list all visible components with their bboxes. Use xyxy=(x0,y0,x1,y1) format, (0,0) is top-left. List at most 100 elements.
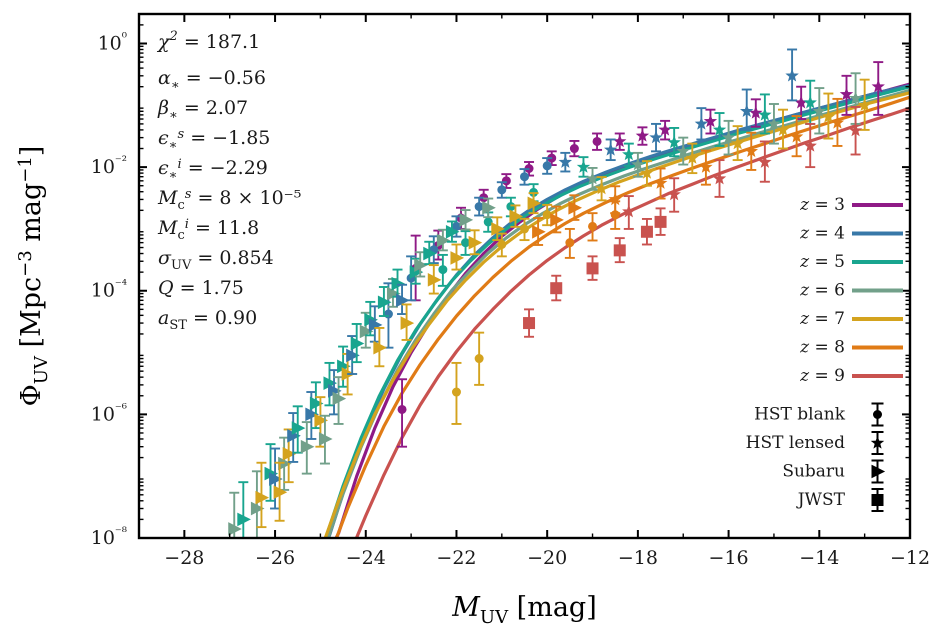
data-point-star xyxy=(622,195,636,230)
marker-star xyxy=(676,144,690,158)
data-point-circle xyxy=(496,181,507,199)
marker-circle xyxy=(592,136,602,146)
xtick-label: −24 xyxy=(346,547,386,569)
data-points-layer xyxy=(228,48,885,538)
data-point-triangle-right xyxy=(396,283,410,315)
data-point-star xyxy=(667,177,681,213)
marker-star xyxy=(712,171,727,185)
legend-label-triangle-right: Subaru xyxy=(782,462,845,482)
fit-param-Mc_s: Mcs = 8 × 10⁻⁵ xyxy=(157,187,301,213)
data-point-circle xyxy=(397,378,408,448)
marker-circle xyxy=(520,172,529,182)
data-point-triangle-right xyxy=(450,243,465,271)
data-point-star xyxy=(712,159,727,198)
marker-star xyxy=(603,142,618,156)
marker-circle xyxy=(542,161,552,171)
marker-star xyxy=(739,104,754,118)
data-point-triangle-right xyxy=(459,209,474,231)
legend-label-z5: z = 5 xyxy=(799,252,845,272)
marker-triangle-right xyxy=(400,316,415,330)
xtick-label: −12 xyxy=(890,547,930,569)
marker-square xyxy=(640,225,653,238)
marker-star xyxy=(857,98,872,112)
data-point-triangle-right xyxy=(377,286,392,317)
data-point-star xyxy=(739,88,754,131)
data-point-star xyxy=(667,127,681,158)
marker-star xyxy=(608,192,622,206)
marker-triangle-right xyxy=(445,224,460,239)
data-point-triangle-right xyxy=(427,264,442,295)
data-point-star xyxy=(612,132,627,151)
marker-triangle-right xyxy=(377,295,392,310)
marker-triangle-right xyxy=(273,485,288,500)
data-point-star xyxy=(839,74,854,116)
marker-star xyxy=(635,128,650,142)
marker-star xyxy=(622,204,636,218)
data-point-star xyxy=(830,97,845,147)
data-point-triangle-right xyxy=(273,461,288,522)
marker-circle xyxy=(565,238,575,248)
marker-triangle-right xyxy=(509,209,524,224)
marker-triangle-right xyxy=(568,200,583,215)
data-point-circle xyxy=(587,212,598,242)
data-point-star xyxy=(608,185,622,215)
marker-triangle-right xyxy=(396,293,410,308)
fit-param-a_ST: aST = 0.90 xyxy=(158,307,257,333)
marker-star xyxy=(631,157,645,171)
marker-circle xyxy=(438,265,448,275)
marker-triangle-right xyxy=(482,200,496,215)
marker-circle xyxy=(483,217,493,227)
marker-triangle-right xyxy=(237,512,251,527)
marker-star xyxy=(767,116,781,130)
marker-circle xyxy=(520,224,529,234)
data-point-star xyxy=(703,108,718,135)
data-point-star xyxy=(685,142,700,175)
data-point-square xyxy=(613,237,626,264)
data-point-circle xyxy=(569,140,580,158)
marker-circle xyxy=(497,239,507,249)
data-point-triangle-right xyxy=(318,414,333,465)
marker-triangle-right xyxy=(436,233,451,248)
data-point-triangle-right xyxy=(550,205,564,234)
marker-triangle-right xyxy=(414,258,428,272)
marker-triangle-right xyxy=(423,246,437,261)
data-point-triangle-right xyxy=(332,376,347,425)
fit-param-beta_star: β∗ = 2.07 xyxy=(157,97,248,123)
marker-triangle-right xyxy=(373,340,387,355)
fit-param-chi2: χ2 = 187.1 xyxy=(156,29,260,53)
marker-circle xyxy=(542,210,552,220)
chart-legend: z = 3 z = 4 z = 5 z = 6 z = 7 z = 8 z = 9 HST b… xyxy=(746,195,903,512)
data-point-triangle-right xyxy=(509,204,524,228)
marker-star xyxy=(703,114,718,128)
marker-triangle-right xyxy=(300,439,315,454)
marker-triangle-right xyxy=(314,413,329,428)
axis-titles-layer: MUV [mag] ΦUV [Mpc−3 mag−1] xyxy=(15,146,597,628)
marker-circle xyxy=(501,176,511,186)
data-point-triangle-right xyxy=(400,303,415,341)
data-point-star xyxy=(821,92,836,140)
marker-circle xyxy=(474,202,484,212)
legend-label-square: JWST xyxy=(796,490,846,510)
data-point-triangle-right xyxy=(482,197,496,219)
data-point-triangle-right xyxy=(237,481,251,538)
marker-triangle-right xyxy=(391,276,406,291)
fit-param-epsilon_star_i: ϵ∗i = −2.29 xyxy=(158,157,268,183)
xtick-label: −16 xyxy=(709,547,749,569)
marker-triangle-right xyxy=(318,432,333,446)
data-point-triangle-right xyxy=(527,192,542,215)
fit-param-epsilon_star_s: ϵ∗s = −1.85 xyxy=(158,127,270,153)
marker-star xyxy=(649,130,663,144)
marker-star xyxy=(576,160,591,173)
marker-star xyxy=(871,79,885,93)
axis-ticks-layer: −28 −26 −24 −22 −20 −18 −16 −14 −12 10⁰ 10⁻² 10⁻⁴ 10… xyxy=(91,13,930,569)
legend-label-star: HST lensed xyxy=(746,433,845,453)
marker-square xyxy=(523,317,536,330)
data-point-star xyxy=(676,136,690,166)
data-point-triangle-right xyxy=(269,447,283,510)
marker-square xyxy=(550,282,563,295)
y-axis-title: ΦUV [Mpc−3 mag−1] xyxy=(15,146,52,407)
data-point-star xyxy=(622,142,636,167)
marker-star xyxy=(848,123,863,137)
data-point-triangle-right xyxy=(436,228,451,252)
